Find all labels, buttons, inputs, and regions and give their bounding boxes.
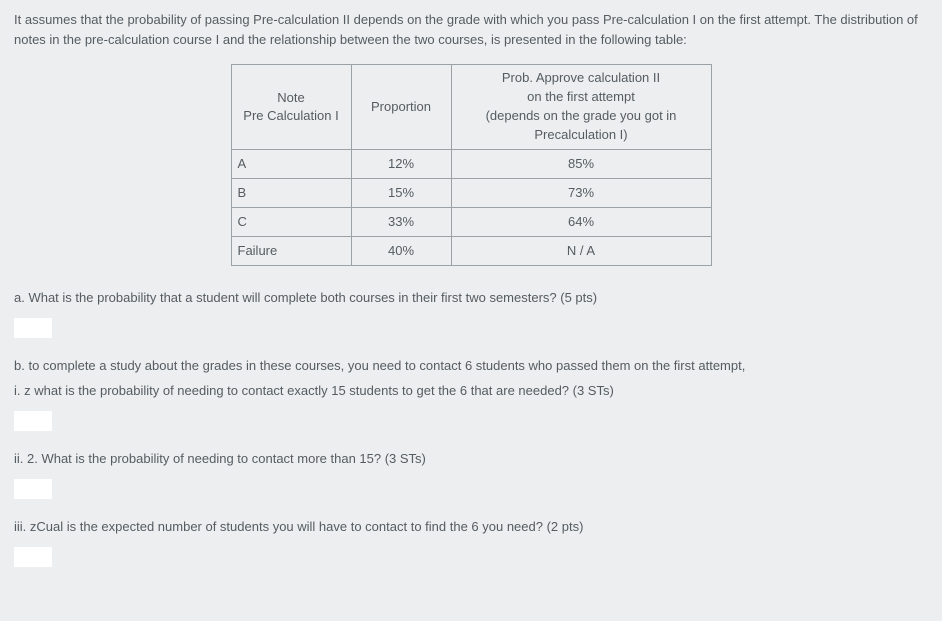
header-prob-line2: on the first attempt bbox=[462, 88, 701, 107]
grade-table: Note Pre Calculation I Proportion Prob. … bbox=[231, 64, 712, 266]
cell-proportion: 40% bbox=[351, 237, 451, 266]
cell-prob: 85% bbox=[451, 149, 711, 178]
answer-input-a[interactable] bbox=[14, 318, 52, 338]
cell-grade: A bbox=[231, 149, 351, 178]
cell-proportion: 33% bbox=[351, 207, 451, 236]
question-b-iii: iii. zCual is the expected number of stu… bbox=[14, 517, 928, 537]
question-b-ii: ii. 2. What is the probability of needin… bbox=[14, 449, 928, 469]
answer-input-b-ii[interactable] bbox=[14, 479, 52, 499]
header-note-line2: Pre Calculation I bbox=[242, 107, 341, 125]
header-note-line1: Note bbox=[242, 89, 341, 107]
cell-grade: B bbox=[231, 178, 351, 207]
grade-table-container: Note Pre Calculation I Proportion Prob. … bbox=[14, 64, 928, 266]
header-prob-line1: Prob. Approve calculation II bbox=[462, 69, 701, 88]
cell-grade: Failure bbox=[231, 237, 351, 266]
header-probability: Prob. Approve calculation II on the firs… bbox=[462, 69, 701, 144]
cell-proportion: 12% bbox=[351, 149, 451, 178]
header-note: Note Pre Calculation I bbox=[242, 89, 341, 125]
intro-text: It assumes that the probability of passi… bbox=[14, 10, 928, 50]
cell-prob: 64% bbox=[451, 207, 711, 236]
question-a: a. What is the probability that a studen… bbox=[14, 288, 928, 308]
table-row: C 33% 64% bbox=[231, 207, 711, 236]
question-b-i: i. z what is the probability of needing … bbox=[14, 381, 928, 401]
grade-table-body: A 12% 85% B 15% 73% C 33% 64% Failure 40… bbox=[231, 149, 711, 266]
question-b: b. to complete a study about the grades … bbox=[14, 356, 928, 376]
answer-input-b-i[interactable] bbox=[14, 411, 52, 431]
answer-input-b-iii[interactable] bbox=[14, 547, 52, 567]
table-row: B 15% 73% bbox=[231, 178, 711, 207]
header-prob-line3: (depends on the grade you got in bbox=[462, 107, 701, 126]
cell-prob: N / A bbox=[451, 237, 711, 266]
cell-proportion: 15% bbox=[351, 178, 451, 207]
table-row: A 12% 85% bbox=[231, 149, 711, 178]
header-proportion: Proportion bbox=[351, 65, 451, 149]
table-row: Failure 40% N / A bbox=[231, 237, 711, 266]
cell-prob: 73% bbox=[451, 178, 711, 207]
cell-grade: C bbox=[231, 207, 351, 236]
header-prob-line4: Precalculation I) bbox=[462, 126, 701, 145]
